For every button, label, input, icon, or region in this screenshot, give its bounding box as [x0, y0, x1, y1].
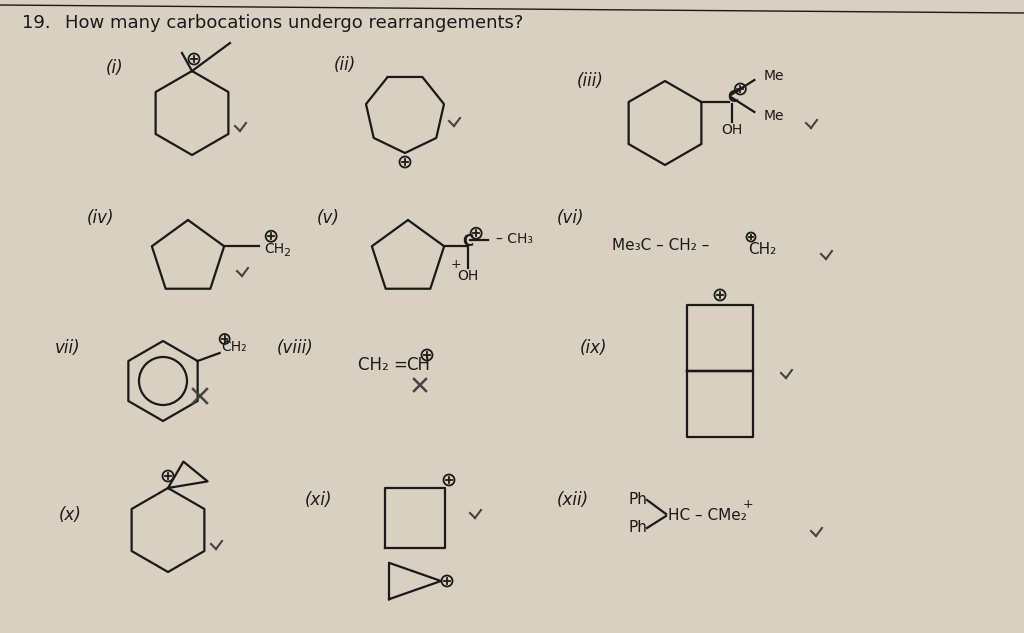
Text: +: + — [451, 258, 462, 271]
Text: (v): (v) — [316, 209, 339, 227]
Text: Ph: Ph — [628, 492, 647, 508]
Text: HC – CMe₂: HC – CMe₂ — [668, 508, 746, 522]
Text: – CH₃: – CH₃ — [497, 232, 534, 246]
Text: (x): (x) — [58, 506, 82, 524]
Text: C: C — [727, 89, 738, 104]
Text: (vi): (vi) — [556, 209, 584, 227]
Text: Ph: Ph — [628, 520, 647, 536]
Text: C: C — [463, 234, 474, 249]
Text: OH: OH — [458, 269, 479, 283]
Text: 19.: 19. — [22, 14, 50, 32]
Text: (viii): (viii) — [276, 339, 313, 357]
Text: CH: CH — [406, 356, 430, 374]
Text: (i): (i) — [106, 59, 124, 77]
Text: Me: Me — [763, 109, 784, 123]
Text: How many carbocations undergo rearrangements?: How many carbocations undergo rearrangem… — [65, 14, 523, 32]
Text: ĊH₂: ĊH₂ — [748, 242, 776, 256]
Text: (iv): (iv) — [86, 209, 114, 227]
Text: 2: 2 — [284, 248, 290, 258]
Text: (ix): (ix) — [580, 339, 607, 357]
Text: CH₂ =: CH₂ = — [358, 356, 413, 374]
Text: OH: OH — [722, 123, 743, 137]
Text: Me₃C – CH₂ –: Me₃C – CH₂ – — [612, 237, 715, 253]
Text: (iii): (iii) — [577, 72, 603, 90]
Text: ĊH₂: ĊH₂ — [221, 340, 247, 354]
Text: +: + — [743, 498, 754, 510]
Text: Me: Me — [763, 69, 784, 83]
Text: vii): vii) — [55, 339, 81, 357]
Text: CH: CH — [264, 242, 285, 256]
Text: (xii): (xii) — [557, 491, 589, 509]
Text: (ii): (ii) — [334, 56, 356, 74]
Text: (xi): (xi) — [304, 491, 332, 509]
